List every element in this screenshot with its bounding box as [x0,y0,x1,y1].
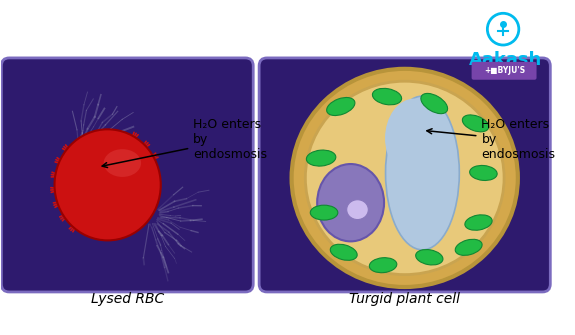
Text: H₂O enters
by
endosmosis: H₂O enters by endosmosis [427,118,555,161]
Text: H₂O enters
by
endosmosis: H₂O enters by endosmosis [102,118,267,168]
Text: Aakash: Aakash [469,51,542,69]
Ellipse shape [470,165,497,181]
Text: Lysed RBC: Lysed RBC [91,292,164,306]
FancyBboxPatch shape [1,58,253,292]
Ellipse shape [385,96,459,250]
Text: Turgid plant cell: Turgid plant cell [349,292,460,306]
Text: +■BYJU'S: +■BYJU'S [485,66,526,75]
Ellipse shape [327,97,355,116]
Ellipse shape [305,81,504,275]
Ellipse shape [55,129,161,241]
Ellipse shape [104,149,141,177]
Ellipse shape [347,200,369,219]
Ellipse shape [330,244,357,260]
Ellipse shape [421,93,447,114]
Ellipse shape [292,69,518,287]
Ellipse shape [369,258,397,273]
Ellipse shape [455,239,482,255]
Ellipse shape [306,150,336,166]
Ellipse shape [310,205,338,220]
FancyBboxPatch shape [472,62,536,80]
Ellipse shape [462,115,489,132]
Ellipse shape [465,215,492,230]
Ellipse shape [317,164,384,242]
Ellipse shape [416,250,443,265]
Ellipse shape [385,98,444,178]
Ellipse shape [373,88,401,105]
FancyBboxPatch shape [259,58,550,292]
